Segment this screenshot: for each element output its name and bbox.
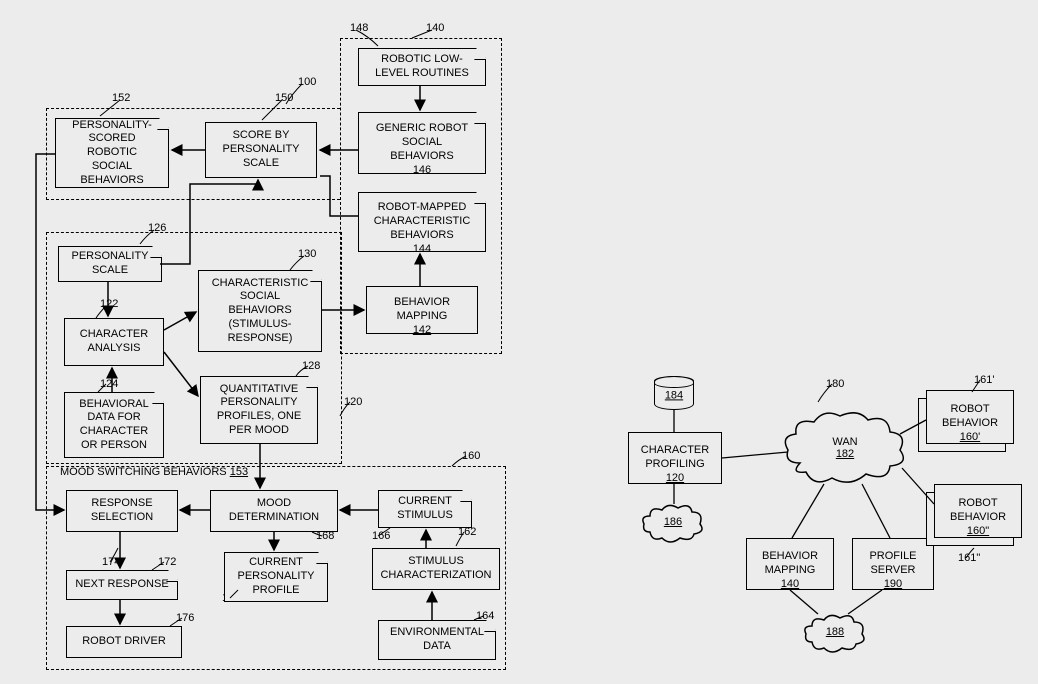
ref-161pp: 161" (958, 552, 980, 564)
ref-180: 180 (826, 378, 844, 390)
label-153: MOOD SWITCHING BEHAVIORS 153 (60, 466, 290, 478)
label-162: STIMULUS CHARACTERIZATION (380, 555, 491, 583)
db-184: 184 (654, 376, 694, 410)
box-176: ROBOT DRIVER (66, 626, 182, 658)
box-120b: CHARACTER PROFILING120 (628, 432, 722, 484)
label-172: NEXT RESPONSE (75, 578, 168, 592)
label-152: PERSONALITY- SCORED ROBOTIC SOCIAL BEHAV… (62, 119, 162, 188)
label-174: RESPONSE SELECTION (91, 497, 153, 525)
cloud-188: 188 (802, 612, 868, 654)
box-144: ROBOT-MAPPED CHARACTERISTIC BEHAVIORS144 (358, 192, 486, 252)
label-122: CHARACTER ANALYSIS (80, 328, 148, 356)
label-168: MOOD DETERMINATION (229, 497, 319, 525)
label-164: ENVIRONMENTAL DATA (390, 626, 484, 654)
ref-122: 122 (100, 298, 118, 310)
label-150: SCORE BY PERSONALITY SCALE (222, 129, 299, 170)
ref-160: 160 (462, 450, 480, 462)
box-150: SCORE BY PERSONALITY SCALE (205, 122, 317, 178)
box-166: CURRENT STIMULUS (378, 490, 472, 528)
cloud-wan: WAN182 (780, 408, 910, 488)
label-142: BEHAVIOR MAPPING142 (394, 283, 450, 338)
ref-140: 140 (426, 22, 444, 34)
box-164: ENVIRONMENTAL DATA (378, 620, 496, 660)
ref-162: 162 (458, 526, 476, 538)
label-146: GENERIC ROBOT SOCIAL BEHAVIORS146 (376, 109, 468, 178)
ref-172: 172 (158, 556, 176, 568)
box-146: GENERIC ROBOT SOCIAL BEHAVIORS146 (358, 112, 486, 174)
box-190: PROFILE SERVER190 (852, 538, 934, 590)
label-160p: ROBOT BEHAVIOR160' (942, 390, 998, 445)
ref-120: 120 (344, 396, 362, 408)
box-168: MOOD DETERMINATION (210, 490, 338, 532)
ref-174: 174 (102, 556, 120, 568)
ref-152: 152 (112, 92, 130, 104)
ref-100: 100 (298, 76, 316, 88)
box-130: CHARACTERISTIC SOCIAL BEHAVIORS (STIMULU… (198, 270, 322, 352)
cloud-186: 186 (640, 502, 706, 544)
box-160pp: ROBOT BEHAVIOR160" (934, 484, 1022, 538)
label-166: CURRENT STIMULUS (397, 495, 453, 523)
box-160p: ROBOT BEHAVIOR160' (926, 390, 1014, 444)
box-124: BEHAVIORAL DATA FOR CHARACTER OR PERSON (64, 392, 164, 458)
ref-166: 166 (372, 530, 390, 542)
box-148: ROBOTIC LOW- LEVEL ROUTINES (358, 48, 486, 86)
ref-148: 148 (350, 22, 368, 34)
ref-126: 126 (148, 222, 166, 234)
box-172: NEXT RESPONSE (66, 570, 178, 600)
box-142: BEHAVIOR MAPPING142 (366, 286, 478, 334)
label-130: CHARACTERISTIC SOCIAL BEHAVIORS (STIMULU… (212, 277, 309, 346)
label-190: PROFILE SERVER190 (869, 537, 916, 592)
box-152: PERSONALITY- SCORED ROBOTIC SOCIAL BEHAV… (55, 118, 169, 188)
label-148: ROBOTIC LOW- LEVEL ROUTINES (375, 53, 469, 81)
label-126: PERSONALITY SCALE (71, 250, 148, 278)
ref-128: 128 (302, 360, 320, 372)
label-128: QUANTITATIVE PERSONALITY PROFILES, ONE P… (217, 383, 301, 438)
label-120b: CHARACTER PROFILING120 (641, 431, 709, 486)
ref-150: 150 (275, 92, 293, 104)
box-128: QUANTITATIVE PERSONALITY PROFILES, ONE P… (200, 376, 318, 444)
label-160pp: ROBOT BEHAVIOR160" (950, 484, 1006, 539)
ref-176: 176 (176, 612, 194, 624)
ref-130: 130 (298, 248, 316, 260)
box-122: CHARACTER ANALYSIS (64, 318, 164, 366)
label-124: BEHAVIORAL DATA FOR CHARACTER OR PERSON (79, 398, 149, 453)
box-170: CURRENT PERSONALITY PROFILE (224, 552, 328, 602)
label-140b: BEHAVIOR MAPPING140 (762, 537, 818, 592)
label-170: CURRENT PERSONALITY PROFILE (237, 556, 314, 597)
box-174: RESPONSE SELECTION (66, 490, 178, 532)
box-140b: BEHAVIOR MAPPING140 (746, 538, 834, 590)
label-144: ROBOT-MAPPED CHARACTERISTIC BEHAVIORS144 (374, 188, 471, 257)
box-162: STIMULUS CHARACTERIZATION (372, 548, 500, 590)
box-126: PERSONALITY SCALE (58, 246, 162, 282)
ref-124: 124 (100, 378, 118, 390)
ref-161p: 161' (974, 374, 994, 386)
label-176: ROBOT DRIVER (82, 635, 166, 649)
